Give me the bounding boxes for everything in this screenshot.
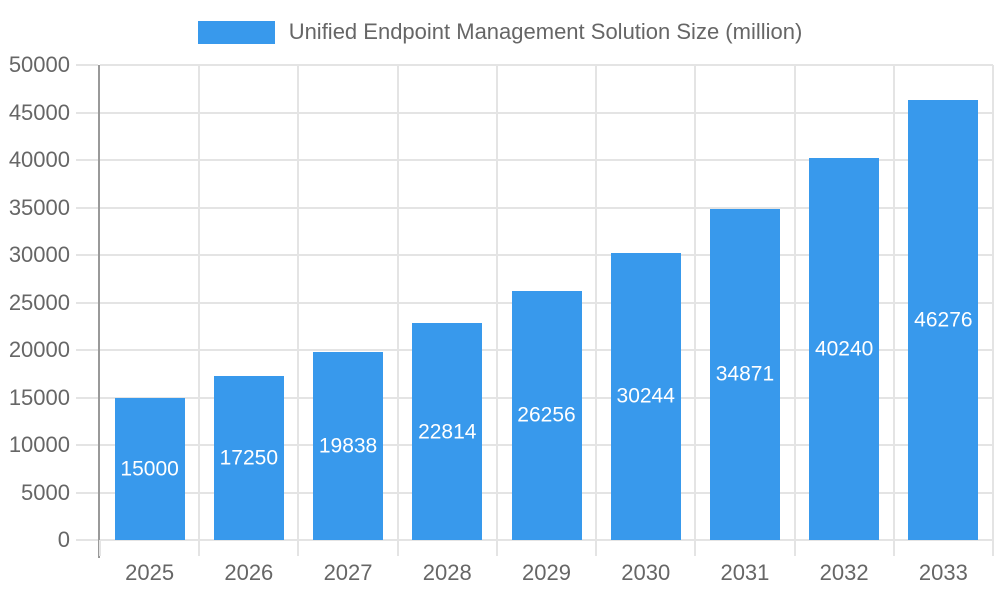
x-tick [396, 540, 399, 556]
legend-label: Unified Endpoint Management Solution Siz… [288, 19, 803, 44]
y-axis-label: 20000 [8, 337, 70, 362]
x-tick [198, 540, 201, 556]
bar-value-label: 40240 [814, 337, 874, 361]
bar-value-label: 26256 [517, 403, 576, 427]
y-axis-label: 25000 [8, 289, 70, 315]
y-gridline [100, 539, 993, 541]
bar-value-label: 15000 [120, 457, 179, 481]
x-tick [694, 540, 697, 556]
y-tick [76, 111, 98, 114]
x-gridline [793, 65, 796, 540]
x-gridline [396, 65, 399, 540]
y-tick [76, 301, 98, 304]
bar-2027 [313, 351, 384, 540]
bar-2028 [412, 323, 483, 540]
bar-value-label: 46276 [914, 308, 973, 332]
plot-area: 0 5000 10000 15000 20000 25000 30000 35000 40000… [9, 54, 994, 585]
y-axis-label: 0 [57, 527, 70, 552]
y-tick [76, 206, 98, 209]
x-gridline [595, 65, 598, 540]
x-tick [892, 540, 895, 556]
x-gridline [694, 65, 697, 540]
y-axis-label: 10000 [8, 432, 70, 457]
bar-value-label: 22814 [418, 420, 477, 444]
y-axis-label: 15000 [8, 384, 70, 410]
bar-2026 [213, 376, 284, 540]
y-axis-label: 40000 [8, 147, 70, 172]
x-gridline [297, 65, 300, 540]
x-gridline [992, 65, 994, 540]
x-axis-label: 2030 [621, 560, 671, 585]
x-gridline [198, 65, 201, 540]
x-gridline [892, 65, 895, 540]
y-gridline [100, 206, 993, 209]
y-axis-label: 50000 [8, 52, 70, 77]
y-gridline [100, 111, 993, 114]
legend-swatch-icon [197, 20, 275, 44]
x-tick [595, 540, 598, 556]
x-axis-label: 2032 [819, 560, 869, 585]
bar-2029 [511, 290, 582, 540]
x-gridline [495, 65, 498, 540]
y-axis-label: 45000 [8, 99, 70, 125]
x-tick [992, 540, 994, 556]
bar-2030 [610, 252, 681, 540]
bar-2031 [709, 208, 780, 540]
y-tick [76, 396, 98, 399]
bar-value-label: 30244 [616, 384, 675, 408]
bar-2032 [809, 157, 880, 540]
x-axis-label: 2026 [224, 560, 274, 585]
legend[interactable]: Unified Endpoint Management Solution Siz… [0, 18, 1000, 46]
y-tick [76, 349, 98, 351]
x-tick [793, 540, 796, 556]
y-gridline [100, 254, 993, 256]
x-axis-label: 2027 [323, 560, 373, 585]
x-tick [297, 540, 300, 556]
y-tick [76, 444, 98, 446]
y-tick [76, 491, 98, 494]
x-axis-label: 2029 [522, 560, 571, 585]
x-axis-label: 2033 [918, 560, 968, 585]
x-axis-label: 2025 [125, 560, 175, 585]
y-tick [76, 64, 98, 66]
y-axis-line [98, 65, 100, 558]
y-axis-label: 5000 [21, 479, 70, 505]
bar-2033 [908, 100, 979, 540]
x-tick [495, 540, 498, 556]
bar-value-label: 19838 [318, 434, 378, 458]
x-tick [99, 540, 101, 556]
bar-value-label: 17250 [219, 446, 279, 470]
y-tick [76, 159, 98, 161]
x-axis-label: 2028 [422, 560, 472, 585]
x-axis-label: 2031 [720, 560, 770, 585]
y-tick [76, 539, 98, 541]
y-axis-label: 30000 [8, 242, 70, 267]
y-axis-label: 35000 [8, 194, 70, 220]
y-gridline [100, 64, 993, 66]
bar-2025 [114, 397, 185, 540]
y-tick [76, 254, 98, 256]
y-gridline [100, 159, 993, 161]
bar-value-label: 34871 [715, 362, 775, 386]
